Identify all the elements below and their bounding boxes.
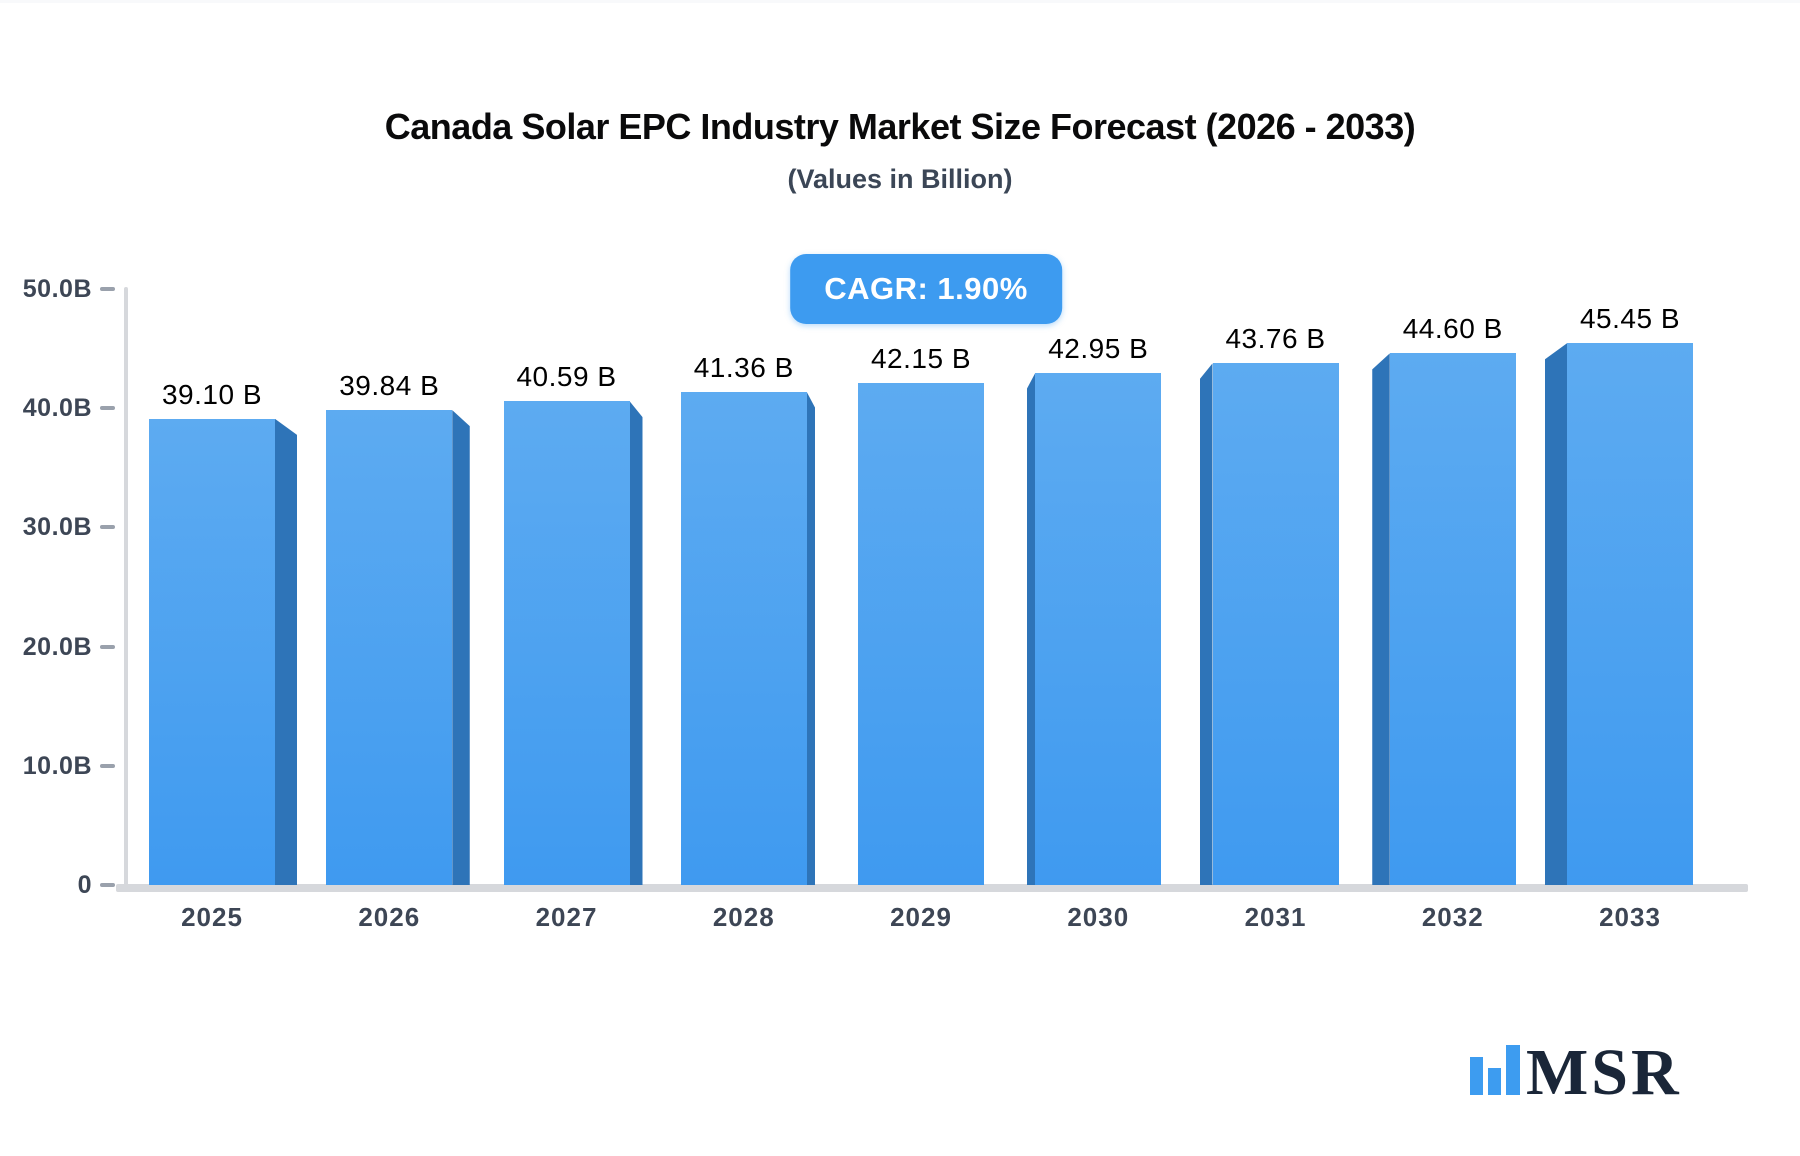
- bar-3d-side: [629, 401, 643, 885]
- window-top-strip: [0, 0, 1800, 3]
- logo-bar-chart-icon: [1488, 1068, 1501, 1095]
- bar-value-label: 39.84 B: [339, 370, 440, 402]
- x-axis-baseline: [116, 884, 1748, 892]
- bar-3d-side: [806, 391, 816, 885]
- bar-3d-side: [1026, 373, 1036, 885]
- bar-2026: [326, 410, 453, 885]
- x-tick-label: 2025: [181, 902, 243, 932]
- bar-3d-side: [452, 410, 470, 885]
- y-tick-mark: [100, 287, 115, 291]
- bar-value-label: 45.45 B: [1579, 303, 1681, 335]
- bar-2028: [680, 391, 807, 885]
- bar-value-label: 42.95 B: [1048, 333, 1149, 365]
- x-tick-label: 2033: [1599, 902, 1661, 932]
- bar-value-label: 40.59 B: [516, 361, 617, 393]
- y-tick-label: 50.0B: [22, 275, 92, 303]
- bar-value-label: 43.76 B: [1225, 323, 1326, 355]
- bar-2032: [1389, 353, 1516, 885]
- y-tick-mark: [100, 883, 115, 887]
- chart-title: Canada Solar EPC Industry Market Size Fo…: [384, 106, 1416, 147]
- y-tick-label: 20.0B: [22, 632, 92, 661]
- x-tick-label: 2027: [535, 902, 598, 932]
- bar-value-label: 41.36 B: [693, 351, 794, 383]
- bar-3d-side: [275, 418, 297, 885]
- logo-bar-chart-icon: [1470, 1057, 1483, 1095]
- y-axis-line: [124, 287, 128, 888]
- x-tick-label: 2031: [1244, 902, 1307, 932]
- bar-2033: [1567, 343, 1693, 885]
- bar-value-label: 42.15 B: [870, 342, 972, 374]
- bar-2031: [1212, 363, 1339, 885]
- bar-value-label: 44.60 B: [1402, 313, 1503, 345]
- x-tick-label: 2032: [1421, 902, 1484, 932]
- bar-2030: [1035, 373, 1162, 885]
- y-tick-mark: [100, 763, 115, 768]
- x-tick-label: 2029: [890, 902, 952, 932]
- chart-subtitle: (Values in Billion): [787, 164, 1013, 194]
- bar-3d-side: [1545, 343, 1567, 885]
- y-tick-mark: [100, 644, 115, 649]
- logo-bar-chart-icon: [1506, 1045, 1520, 1095]
- y-tick-label: 10.0B: [22, 751, 92, 780]
- bar-2025: [149, 418, 275, 885]
- cagr-badge: CAGR: 1.90%: [790, 254, 1062, 324]
- y-tick-mark: [100, 525, 115, 530]
- bar-3d-side: [1372, 353, 1390, 885]
- msr-logo: MSR: [1468, 1033, 1768, 1109]
- y-tick-label: 0: [77, 871, 92, 899]
- y-tick-mark: [100, 406, 115, 411]
- bar-2027: [503, 401, 630, 885]
- x-tick-label: 2028: [712, 902, 775, 932]
- bar-value-label: 39.10 B: [161, 378, 263, 410]
- bar-3d-side: [1199, 363, 1213, 885]
- x-tick-label: 2030: [1067, 902, 1130, 932]
- bar-2029: [858, 382, 984, 885]
- logo-wordmark: MSR: [1526, 1036, 1682, 1109]
- y-tick-label: 30.0B: [22, 513, 92, 542]
- y-tick-label: 40.0B: [22, 394, 92, 423]
- x-tick-label: 2026: [358, 902, 421, 932]
